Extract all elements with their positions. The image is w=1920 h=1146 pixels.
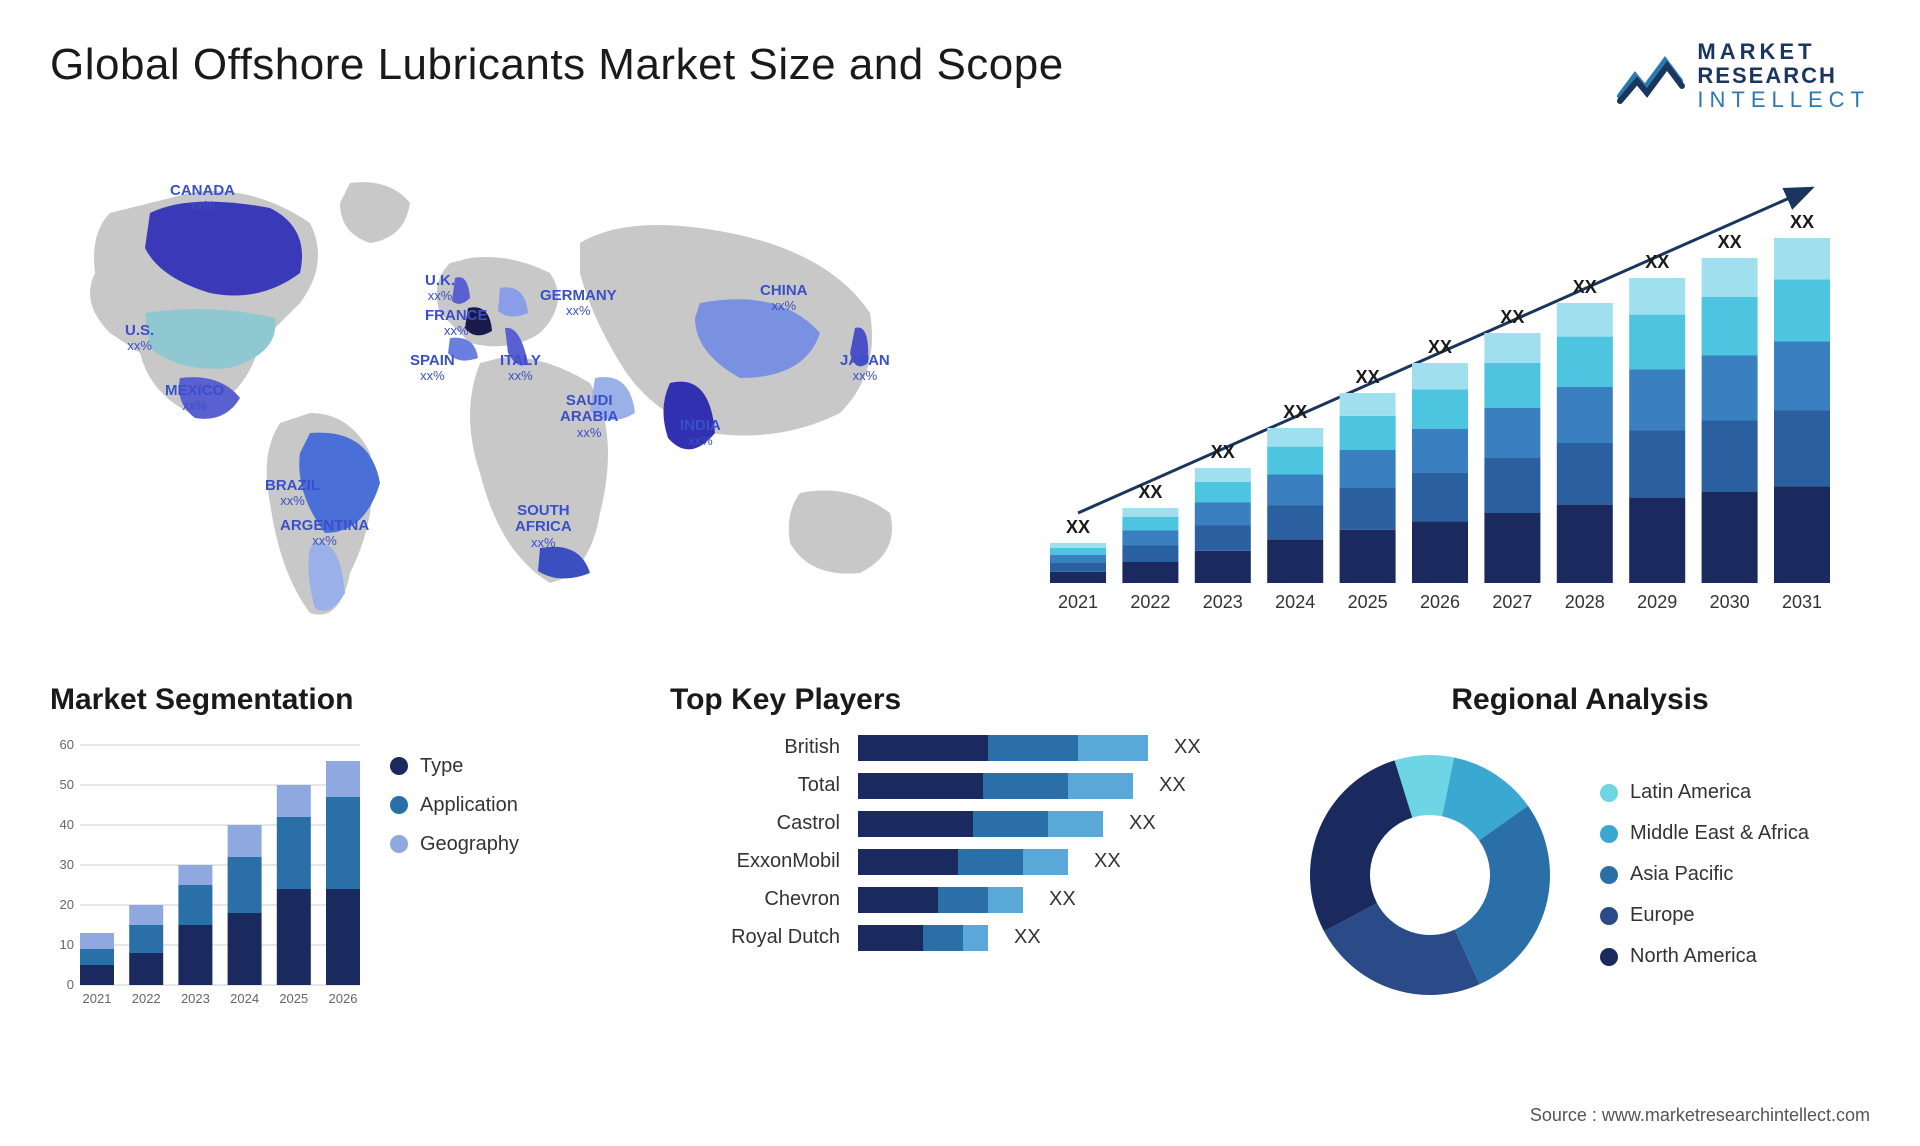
world-map: CANADAxx% U.S.xx% MEXICOxx% BRAZILxx% ARGENT…: [50, 153, 950, 633]
map-label: SPAINxx%: [410, 353, 455, 384]
map-label: SAUDIARABIAxx%: [560, 393, 618, 440]
svg-text:2024: 2024: [1275, 592, 1315, 612]
map-label: JAPANxx%: [840, 353, 890, 384]
svg-text:2024: 2024: [230, 991, 259, 1006]
logo-line3: INTELLECT: [1697, 88, 1870, 112]
regional-legend: Latin America Middle East & Africa Asia Pa…: [1600, 781, 1809, 968]
regional-panel: Regional Analysis Latin America Middle Ea…: [1290, 683, 1870, 1015]
svg-text:30: 30: [60, 857, 74, 872]
svg-text:XX: XX: [1138, 482, 1162, 502]
svg-text:XX: XX: [1718, 232, 1742, 252]
player-row: TotalXX: [690, 773, 1250, 799]
svg-text:60: 60: [60, 737, 74, 752]
legend-item: Geography: [390, 833, 519, 856]
players-panel: Top Key Players BritishXX TotalXX CastrolX…: [670, 683, 1250, 1015]
svg-text:XX: XX: [1211, 442, 1235, 462]
legend-item: Latin America: [1600, 781, 1809, 804]
svg-text:2025: 2025: [279, 991, 308, 1006]
regional-title: Regional Analysis: [1290, 683, 1870, 717]
svg-text:2022: 2022: [1130, 592, 1170, 612]
map-label: ARGENTINAxx%: [280, 518, 369, 549]
map-label: U.K.xx%: [425, 273, 455, 304]
map-label: GERMANYxx%: [540, 288, 617, 319]
svg-text:40: 40: [60, 817, 74, 832]
svg-text:50: 50: [60, 777, 74, 792]
page-title: Global Offshore Lubricants Market Size a…: [50, 40, 1064, 90]
segmentation-legend: Type Application Geography: [390, 735, 519, 1015]
player-row: ExxonMobilXX: [690, 849, 1250, 875]
svg-text:2026: 2026: [329, 991, 358, 1006]
svg-text:2029: 2029: [1637, 592, 1677, 612]
svg-text:2021: 2021: [83, 991, 112, 1006]
svg-text:2023: 2023: [1203, 592, 1243, 612]
svg-text:XX: XX: [1066, 517, 1090, 537]
svg-text:2031: 2031: [1782, 592, 1822, 612]
svg-text:20: 20: [60, 897, 74, 912]
segmentation-title: Market Segmentation: [50, 683, 630, 717]
segmentation-panel: Market Segmentation 0 10 20 30 40 50 60 2021 202…: [50, 683, 630, 1015]
player-row: Royal DutchXX: [690, 925, 1250, 951]
map-label: INDIAxx%: [680, 418, 721, 449]
svg-text:XX: XX: [1790, 212, 1814, 232]
logo-line2: RESEARCH: [1697, 64, 1870, 88]
map-label: ITALYxx%: [500, 353, 541, 384]
legend-item: Application: [390, 794, 519, 817]
svg-text:2030: 2030: [1710, 592, 1750, 612]
legend-item: Middle East & Africa: [1600, 822, 1809, 845]
players-chart: BritishXX TotalXX CastrolXX ExxonMobilXX Che…: [670, 735, 1250, 951]
svg-text:2028: 2028: [1565, 592, 1605, 612]
logo-line1: MARKET: [1697, 40, 1870, 64]
svg-text:XX: XX: [1573, 277, 1597, 297]
svg-text:2023: 2023: [181, 991, 210, 1006]
map-label: MEXICOxx%: [165, 383, 224, 414]
svg-text:XX: XX: [1356, 367, 1380, 387]
map-label: CHINAxx%: [760, 283, 808, 314]
map-label: FRANCExx%: [425, 308, 488, 339]
player-row: BritishXX: [690, 735, 1250, 761]
logo-icon: [1615, 46, 1685, 106]
map-label: CANADAxx%: [170, 183, 235, 214]
regional-donut-chart: [1290, 735, 1570, 1015]
map-label: BRAZILxx%: [265, 478, 320, 509]
player-row: ChevronXX: [690, 887, 1250, 913]
svg-text:XX: XX: [1500, 307, 1524, 327]
legend-item: North America: [1600, 945, 1809, 968]
svg-text:2027: 2027: [1492, 592, 1532, 612]
players-title: Top Key Players: [670, 683, 1250, 717]
source-text: Source : www.marketresearchintellect.com: [1530, 1105, 1870, 1126]
growth-bar-chart: XX 2021 XX 2022 XX 2023 XX 2024 XX 2025 XX 2026 XX 20…: [1010, 153, 1870, 633]
svg-text:XX: XX: [1645, 252, 1669, 272]
svg-text:0: 0: [67, 977, 74, 992]
svg-text:XX: XX: [1283, 402, 1307, 422]
map-label: SOUTHAFRICAxx%: [515, 503, 572, 550]
legend-item: Type: [390, 755, 519, 778]
svg-text:2021: 2021: [1058, 592, 1098, 612]
logo: MARKET RESEARCH INTELLECT: [1615, 40, 1870, 113]
legend-item: Europe: [1600, 904, 1809, 927]
svg-text:XX: XX: [1428, 337, 1452, 357]
segmentation-chart: 0 10 20 30 40 50 60 2021 2022 2023 2024 2025 2026: [50, 735, 370, 1015]
svg-text:2026: 2026: [1420, 592, 1460, 612]
svg-text:2022: 2022: [132, 991, 161, 1006]
map-label: U.S.xx%: [125, 323, 154, 354]
legend-item: Asia Pacific: [1600, 863, 1809, 886]
svg-text:2025: 2025: [1348, 592, 1388, 612]
player-row: CastrolXX: [690, 811, 1250, 837]
svg-text:10: 10: [60, 937, 74, 952]
